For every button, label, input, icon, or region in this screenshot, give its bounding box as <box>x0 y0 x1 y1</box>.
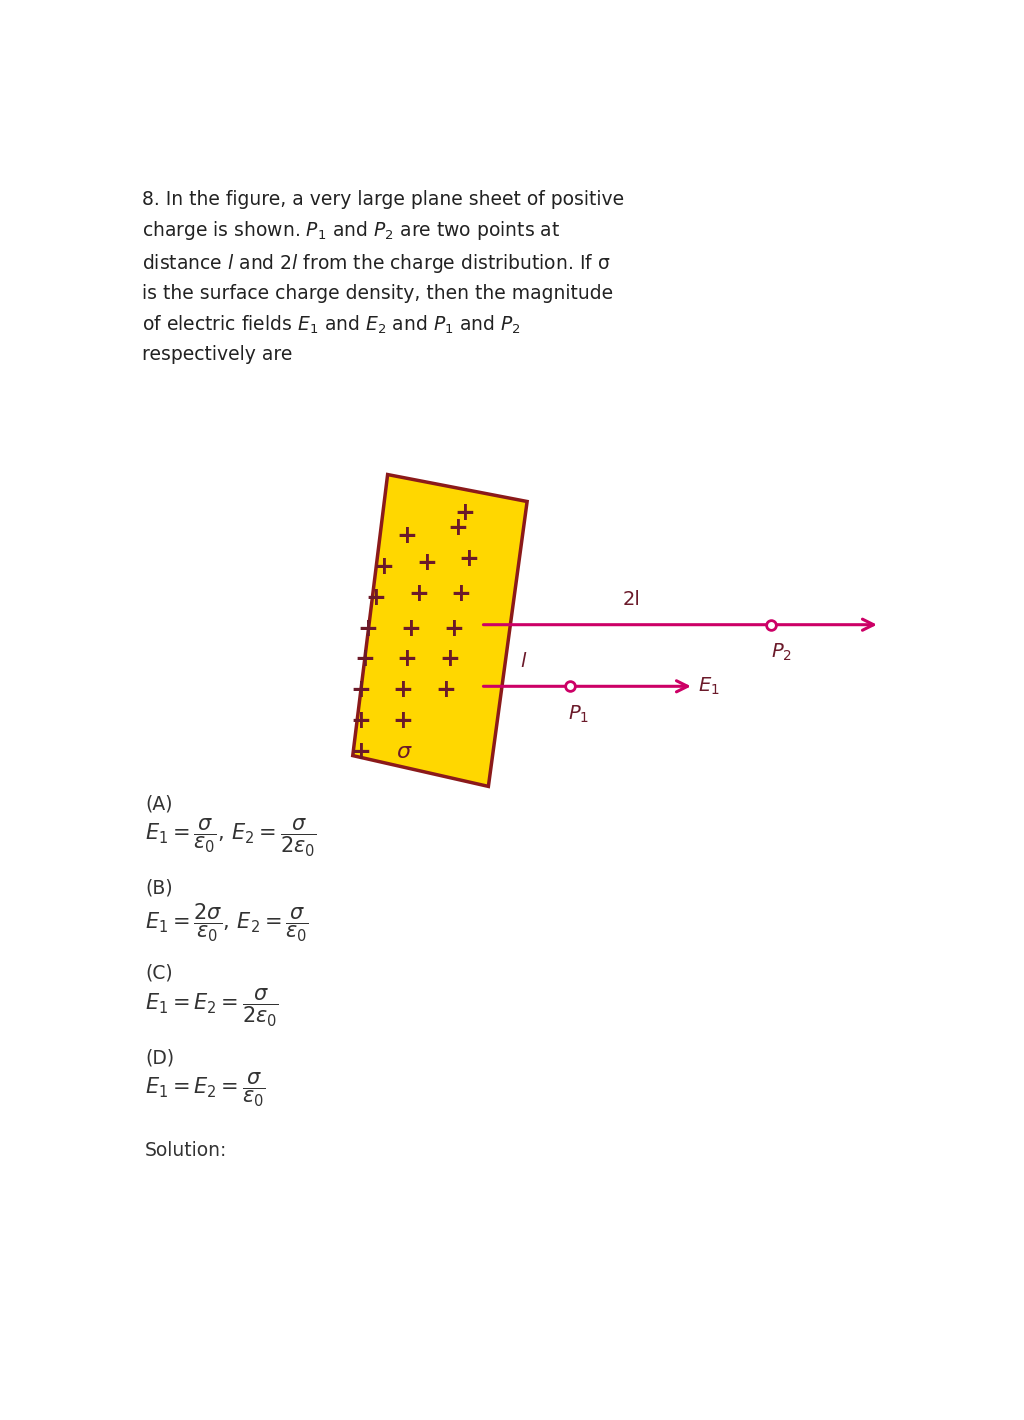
Text: +: + <box>392 679 414 701</box>
Text: +: + <box>400 616 421 640</box>
Text: +: + <box>374 555 394 579</box>
Text: +: + <box>350 740 371 764</box>
Text: +: + <box>451 582 472 606</box>
Text: (D): (D) <box>145 1048 174 1068</box>
Text: (C): (C) <box>145 964 173 983</box>
Text: +: + <box>455 501 475 525</box>
Text: (B): (B) <box>145 879 173 897</box>
Text: +: + <box>443 616 464 640</box>
Text: +: + <box>459 547 479 571</box>
Text: l: l <box>520 652 526 670</box>
Text: $E_1 = \dfrac{2\sigma}{\varepsilon_0},\, E_2 = \dfrac{\sigma}{\varepsilon_0}$: $E_1 = \dfrac{2\sigma}{\varepsilon_0},\,… <box>145 902 309 944</box>
Text: +: + <box>409 582 429 606</box>
Text: 8. In the figure, a very large plane sheet of positive
charge is shown. $P_1$ an: 8. In the figure, a very large plane she… <box>142 190 624 364</box>
Text: $E_1 = E_2 = \dfrac{\sigma}{\varepsilon_0}$: $E_1 = E_2 = \dfrac{\sigma}{\varepsilon_… <box>145 1071 265 1109</box>
Text: (A): (A) <box>145 794 173 814</box>
Text: +: + <box>357 616 379 640</box>
Text: +: + <box>435 679 456 701</box>
Polygon shape <box>352 474 527 787</box>
Text: +: + <box>354 648 375 672</box>
Text: +: + <box>350 709 371 733</box>
Text: 2l: 2l <box>623 591 641 609</box>
Text: +: + <box>439 648 460 672</box>
Text: $P_2$: $P_2$ <box>771 642 793 663</box>
Text: $E_1$: $E_1$ <box>697 676 719 697</box>
Text: $P_1$: $P_1$ <box>568 703 590 724</box>
Text: +: + <box>350 679 371 701</box>
Text: +: + <box>396 524 418 548</box>
Text: +: + <box>446 517 468 541</box>
Text: $E_1 = \dfrac{\sigma}{\varepsilon_0},\, E_2 = \dfrac{\sigma}{2\varepsilon_0}$: $E_1 = \dfrac{\sigma}{\varepsilon_0},\, … <box>145 816 316 859</box>
Text: +: + <box>366 585 386 609</box>
Text: $E_1 = E_2 = \dfrac{\sigma}{2\varepsilon_0}$: $E_1 = E_2 = \dfrac{\sigma}{2\varepsilon… <box>145 987 279 1028</box>
Text: +: + <box>392 709 414 733</box>
Text: +: + <box>396 648 418 672</box>
Text: Solution:: Solution: <box>145 1140 227 1160</box>
Text: σ: σ <box>396 741 411 761</box>
Text: +: + <box>416 551 437 575</box>
